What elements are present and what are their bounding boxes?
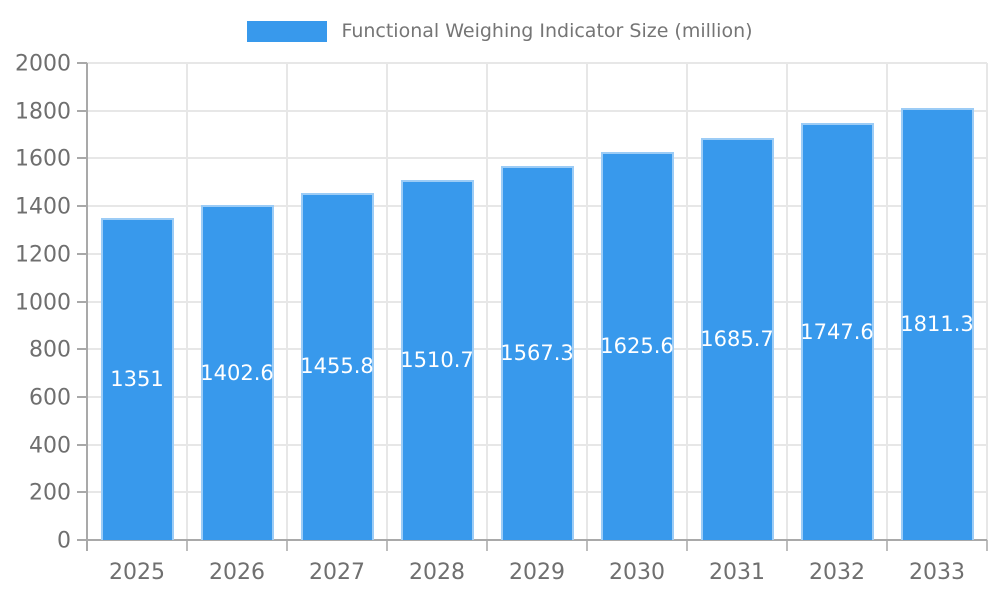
y-axis-tick-label: 400 bbox=[29, 433, 71, 459]
bar-value-label: 1685.7 bbox=[700, 326, 774, 351]
x-axis-tick bbox=[786, 540, 788, 551]
gridline-vertical bbox=[586, 63, 588, 540]
chart-legend[interactable]: Functional Weighing Indicator Size (mill… bbox=[0, 14, 1000, 48]
y-axis-tick bbox=[77, 491, 87, 493]
gridline-vertical bbox=[786, 63, 788, 540]
bar-value-label: 1567.3 bbox=[500, 341, 574, 366]
bar-2033 bbox=[900, 108, 974, 540]
y-axis-tick bbox=[77, 444, 87, 446]
x-axis-tick bbox=[486, 540, 488, 551]
bar-2026 bbox=[200, 205, 274, 540]
x-axis-category-label: 2028 bbox=[409, 560, 465, 585]
y-axis-tick bbox=[77, 301, 87, 303]
gridline-vertical bbox=[986, 63, 988, 540]
gridline-horizontal bbox=[87, 62, 987, 64]
gridline-vertical bbox=[686, 63, 688, 540]
bar-value-label: 1351 bbox=[110, 366, 164, 391]
bar-value-label: 1402.6 bbox=[200, 360, 274, 385]
y-axis-tick-label: 1600 bbox=[15, 146, 71, 172]
bar-value-label: 1510.7 bbox=[400, 347, 474, 372]
bar-2025 bbox=[100, 217, 174, 540]
x-axis-category-label: 2029 bbox=[509, 560, 565, 585]
bar-2027 bbox=[300, 192, 374, 540]
y-axis-tick-label: 600 bbox=[29, 385, 71, 411]
y-axis-tick-label: 1800 bbox=[15, 99, 71, 125]
gridline-horizontal bbox=[87, 157, 987, 159]
bar-value-label: 1747.6 bbox=[800, 319, 874, 344]
gridline-vertical bbox=[286, 63, 288, 540]
gridline-vertical bbox=[886, 63, 888, 540]
gridline-vertical bbox=[186, 63, 188, 540]
y-axis-line bbox=[86, 63, 88, 551]
bar-2028 bbox=[400, 179, 474, 540]
bar-2030 bbox=[600, 152, 674, 540]
x-axis-category-label: 2031 bbox=[709, 560, 765, 585]
gridline-horizontal bbox=[87, 110, 987, 112]
y-axis-tick bbox=[77, 253, 87, 255]
y-axis-tick bbox=[77, 348, 87, 350]
bar-2032 bbox=[800, 123, 874, 540]
x-axis-category-label: 2030 bbox=[609, 560, 665, 585]
y-axis-tick-label: 1400 bbox=[15, 194, 71, 220]
bar-2029 bbox=[500, 166, 574, 540]
x-axis-tick bbox=[286, 540, 288, 551]
y-axis-tick bbox=[77, 110, 87, 112]
x-axis-tick bbox=[886, 540, 888, 551]
y-axis-tick bbox=[77, 205, 87, 207]
x-axis-tick bbox=[986, 540, 988, 551]
y-axis-tick-label: 1200 bbox=[15, 242, 71, 268]
y-axis-tick bbox=[77, 62, 87, 64]
x-axis-category-label: 2025 bbox=[109, 560, 165, 585]
x-axis-tick bbox=[686, 540, 688, 551]
y-axis-tick-label: 200 bbox=[29, 480, 71, 506]
legend-label: Functional Weighing Indicator Size (mill… bbox=[341, 20, 753, 42]
y-axis-tick bbox=[77, 396, 87, 398]
x-axis-category-label: 2033 bbox=[909, 560, 965, 585]
bar-value-label: 1455.8 bbox=[300, 354, 374, 379]
y-axis-tick bbox=[77, 157, 87, 159]
x-axis-line bbox=[77, 539, 987, 541]
x-axis-category-label: 2032 bbox=[809, 560, 865, 585]
gridline-vertical bbox=[486, 63, 488, 540]
x-axis-tick bbox=[586, 540, 588, 551]
y-axis-tick-label: 2000 bbox=[15, 51, 71, 77]
y-axis-tick-label: 800 bbox=[29, 337, 71, 363]
bar-value-label: 1811.3 bbox=[900, 312, 974, 336]
y-axis-tick-label: 0 bbox=[57, 528, 71, 554]
x-axis-tick bbox=[386, 540, 388, 551]
bar-value-label: 1625.6 bbox=[600, 334, 674, 359]
gridline-vertical bbox=[386, 63, 388, 540]
x-axis-category-label: 2026 bbox=[209, 560, 265, 585]
x-axis-category-label: 2027 bbox=[309, 560, 365, 585]
x-axis-tick bbox=[186, 540, 188, 551]
legend-swatch-icon bbox=[247, 20, 328, 42]
y-axis-tick-label: 1000 bbox=[15, 290, 71, 316]
bar-2031 bbox=[700, 137, 774, 540]
